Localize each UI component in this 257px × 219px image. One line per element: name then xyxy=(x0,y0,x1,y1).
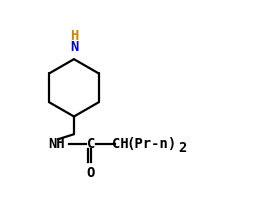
Text: O: O xyxy=(87,166,95,180)
Text: (Pr-n): (Pr-n) xyxy=(126,137,177,151)
Text: C: C xyxy=(87,137,95,151)
Text: 2: 2 xyxy=(178,141,187,155)
Text: N: N xyxy=(70,40,78,54)
Text: H: H xyxy=(70,28,78,42)
Text: CH: CH xyxy=(112,137,129,151)
Text: NH: NH xyxy=(49,137,65,151)
